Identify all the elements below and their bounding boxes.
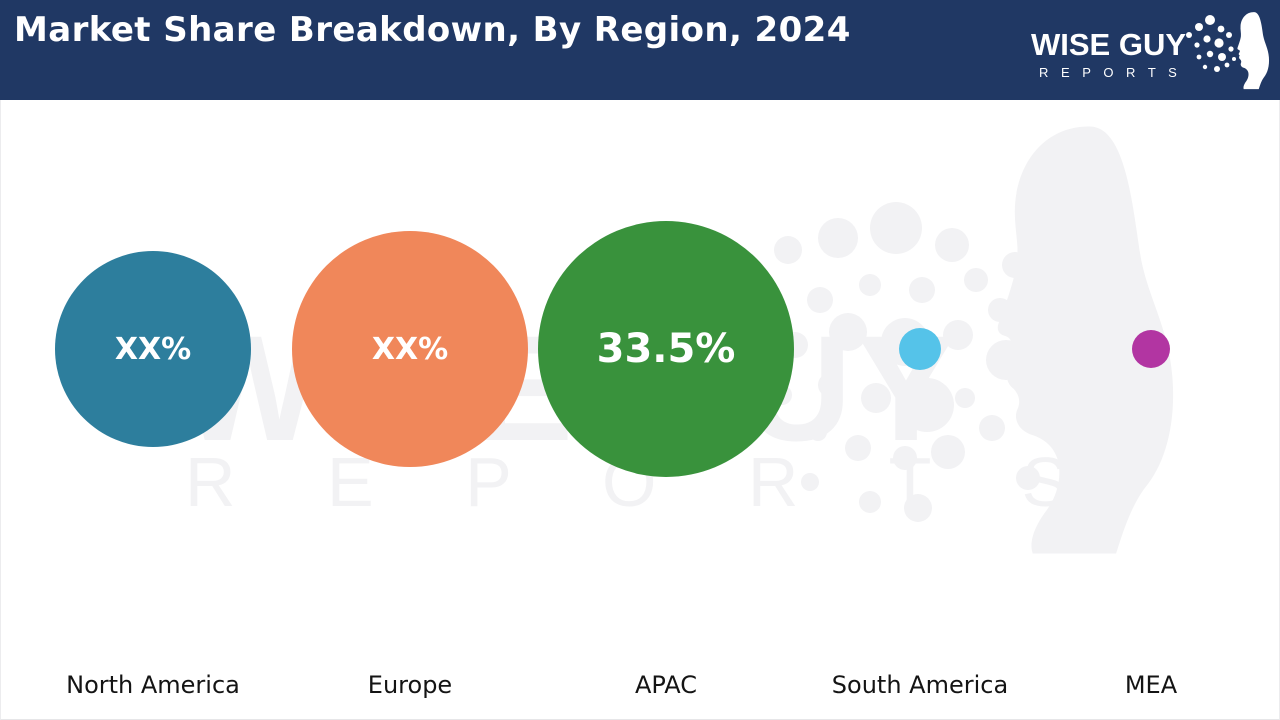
watermark-dots [772,202,1040,522]
logo-dots [1186,15,1236,72]
logo-wordmark: WISE GUY [1031,27,1186,62]
logo-face-icon [1237,12,1270,90]
header: Market Share Breakdown, By Region, 2024 … [0,0,1280,100]
logo-tagline: R E P O R T S [1039,65,1181,80]
watermark-tagline: R E P O R T S [185,443,1104,521]
watermark-face-icon [997,126,1174,554]
watermark-logo-icon: WISE GUY R E P O R T S [178,126,1174,554]
page-title: Market Share Breakdown, By Region, 2024 [14,10,851,50]
wiseguy-logo: WISE GUY R E P O R T S [1031,12,1270,90]
